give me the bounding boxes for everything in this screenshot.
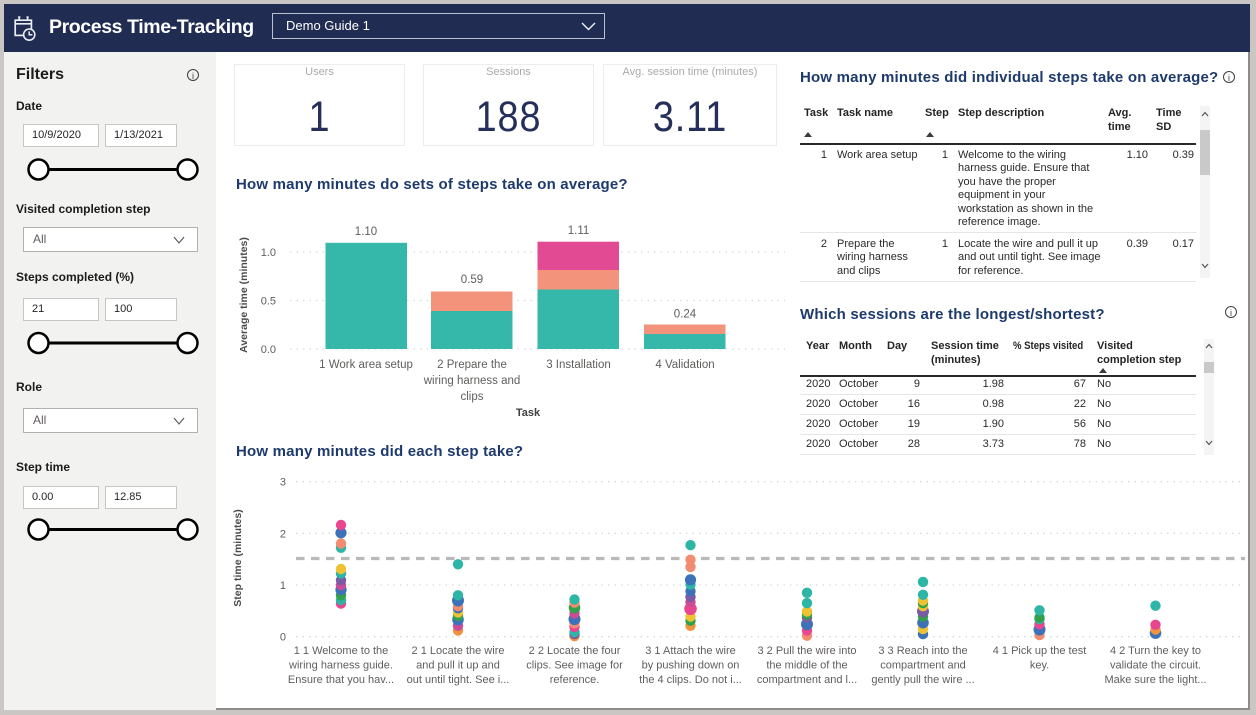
svg-text:and pull it up and: and pull it up and [416,660,500,672]
svg-text:2: 2 [280,528,286,540]
svg-text:wiring harness guide.: wiring harness guide. [288,660,393,672]
svg-text:3: 3 [280,477,286,489]
svg-text:3 2 Pull the wire into: 3 2 Pull the wire into [757,645,856,657]
svg-text:3 3 Reach into the: 3 3 Reach into the [878,645,967,657]
svg-text:1.11: 1.11 [568,225,590,237]
svg-text:0.5: 0.5 [261,296,276,308]
svg-text:4 Validation: 4 Validation [655,359,714,371]
svg-text:1 Work area setup: 1 Work area setup [319,359,413,371]
svg-text:compartment and l...: compartment and l... [757,674,857,686]
svg-text:gently pull the wire ...: gently pull the wire ... [871,674,974,686]
svg-text:wiring harness and: wiring harness and [423,375,521,387]
svg-text:4 1 Pick up the test: 4 1 Pick up the test [993,645,1087,657]
svg-text:3 Installation: 3 Installation [546,359,611,371]
svg-text:2 Prepare the: 2 Prepare the [437,359,507,371]
svg-text:Task: Task [516,407,541,419]
svg-text:compartment and: compartment and [880,660,966,672]
svg-text:1.10: 1.10 [355,226,377,238]
svg-text:2 1 Locate the wire: 2 1 Locate the wire [412,645,505,657]
svg-text:out until tight. See i...: out until tight. See i... [407,674,510,686]
svg-text:1.0: 1.0 [261,247,276,259]
svg-text:validate the circuit.: validate the circuit. [1110,660,1201,672]
svg-text:4 2 Turn the key to: 4 2 Turn the key to [1110,645,1201,657]
svg-text:0: 0 [280,632,286,644]
svg-text:reference.: reference. [550,674,600,686]
svg-text:key.: key. [1030,660,1049,672]
svg-text:1 1 Welcome to the: 1 1 Welcome to the [294,645,389,657]
svg-text:the middle of the: the middle of the [766,660,847,672]
svg-text:0.0: 0.0 [261,344,276,356]
svg-text:the 4 clips. Do not i...: the 4 clips. Do not i... [639,674,742,686]
svg-text:Ensure that you hav...: Ensure that you hav... [288,674,394,686]
svg-text:0.24: 0.24 [674,309,697,321]
svg-text:3 1 Attach the wire: 3 1 Attach the wire [645,645,736,657]
svg-text:1: 1 [280,580,286,592]
svg-text:clips: clips [460,391,483,403]
svg-text:2 2 Locate the four: 2 2 Locate the four [529,645,621,657]
svg-text:Step time (minutes): Step time (minutes) [232,509,244,606]
svg-text:0.59: 0.59 [461,274,483,286]
svg-text:Make sure the light...: Make sure the light... [1104,674,1206,686]
svg-text:Average time (minutes): Average time (minutes) [238,237,250,353]
svg-text:clips. See image for: clips. See image for [526,660,623,672]
svg-text:by pushing down on: by pushing down on [642,660,740,672]
